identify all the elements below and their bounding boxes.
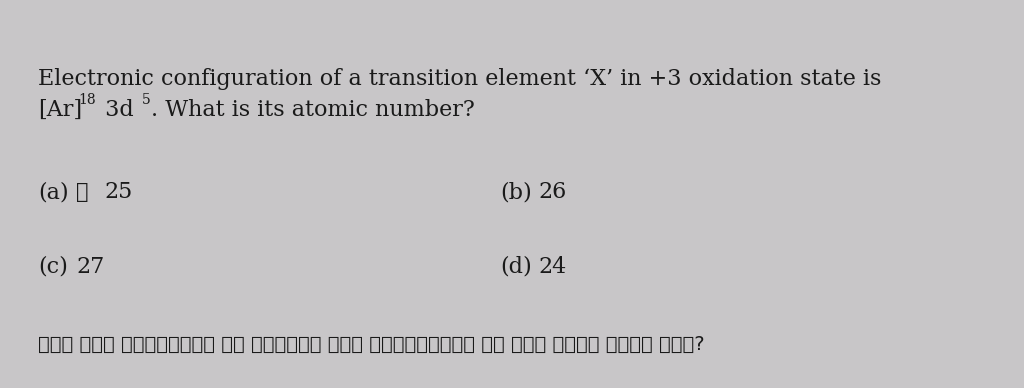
Text: (b): (b): [500, 181, 531, 203]
Text: Electronic configuration of a transition element ‘X’ in +3 oxidation state is: Electronic configuration of a transition…: [38, 68, 882, 90]
Text: (a): (a): [38, 181, 69, 203]
Text: 26: 26: [538, 181, 566, 203]
Text: 5: 5: [142, 93, 151, 107]
Text: ✓: ✓: [76, 183, 88, 202]
Text: . What is its atomic number?: . What is its atomic number?: [151, 99, 475, 121]
Text: (c): (c): [38, 256, 68, 278]
Text: [Ar]: [Ar]: [38, 99, 82, 121]
Text: 27: 27: [76, 256, 104, 278]
Text: 25: 25: [104, 181, 132, 203]
Text: 3d: 3d: [98, 99, 134, 121]
Text: (d): (d): [500, 256, 531, 278]
Text: 18: 18: [78, 93, 95, 107]
Text: प्र मनं निष्पादक के मात्रक किस अभिक्रिया के लिए समान होते हैं?: प्र मनं निष्पादक के मात्रक किस अभिक्रिया…: [38, 335, 705, 354]
Text: 24: 24: [538, 256, 566, 278]
